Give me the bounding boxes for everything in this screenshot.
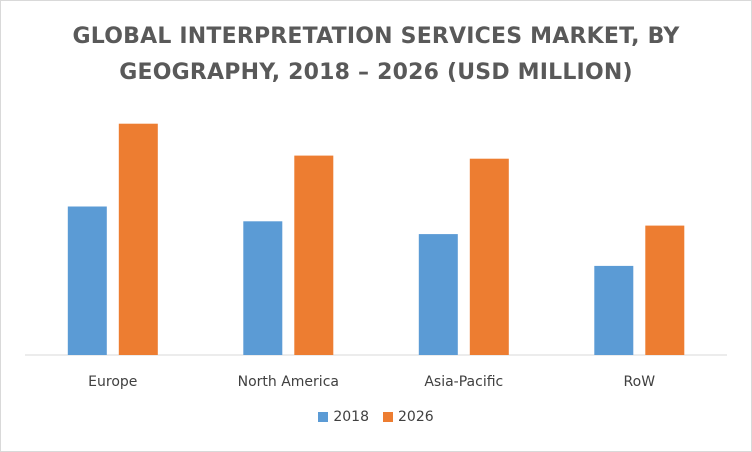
chart-title-line-1: GLOBAL INTERPRETATION SERVICES MARKET, B… bbox=[72, 24, 680, 49]
chart-title: GLOBAL INTERPRETATION SERVICES MARKET, B… bbox=[1, 19, 751, 91]
bar-asia-pacific-2026 bbox=[469, 158, 509, 355]
bar-europe-2026 bbox=[118, 123, 158, 355]
bar-asia-pacific-2018 bbox=[418, 234, 458, 355]
x-tick-label: North America bbox=[238, 374, 339, 390]
legend-label: 2018 bbox=[333, 409, 369, 425]
bar-north-america-2026 bbox=[294, 155, 334, 355]
legend-item-2018: 2018 bbox=[318, 409, 369, 425]
legend-swatch-2018 bbox=[318, 412, 329, 422]
legend-item-2026: 2026 bbox=[383, 409, 434, 425]
bar-europe-2018 bbox=[67, 206, 107, 355]
chart-title-line-2: GEOGRAPHY, 2018 – 2026 (USD MILLION) bbox=[119, 60, 633, 85]
x-tick-label: Asia-Pacific bbox=[424, 374, 503, 390]
legend-swatch-2026 bbox=[383, 412, 393, 422]
x-tick-label: Europe bbox=[88, 374, 137, 390]
bar-north-america-2018 bbox=[243, 221, 283, 355]
x-tick-label: RoW bbox=[624, 374, 656, 390]
bar-row-2018 bbox=[594, 265, 634, 355]
bar-row-2026 bbox=[645, 225, 685, 355]
legend-label: 2026 bbox=[398, 409, 434, 425]
chart-legend: 2018 2026 bbox=[1, 409, 751, 425]
